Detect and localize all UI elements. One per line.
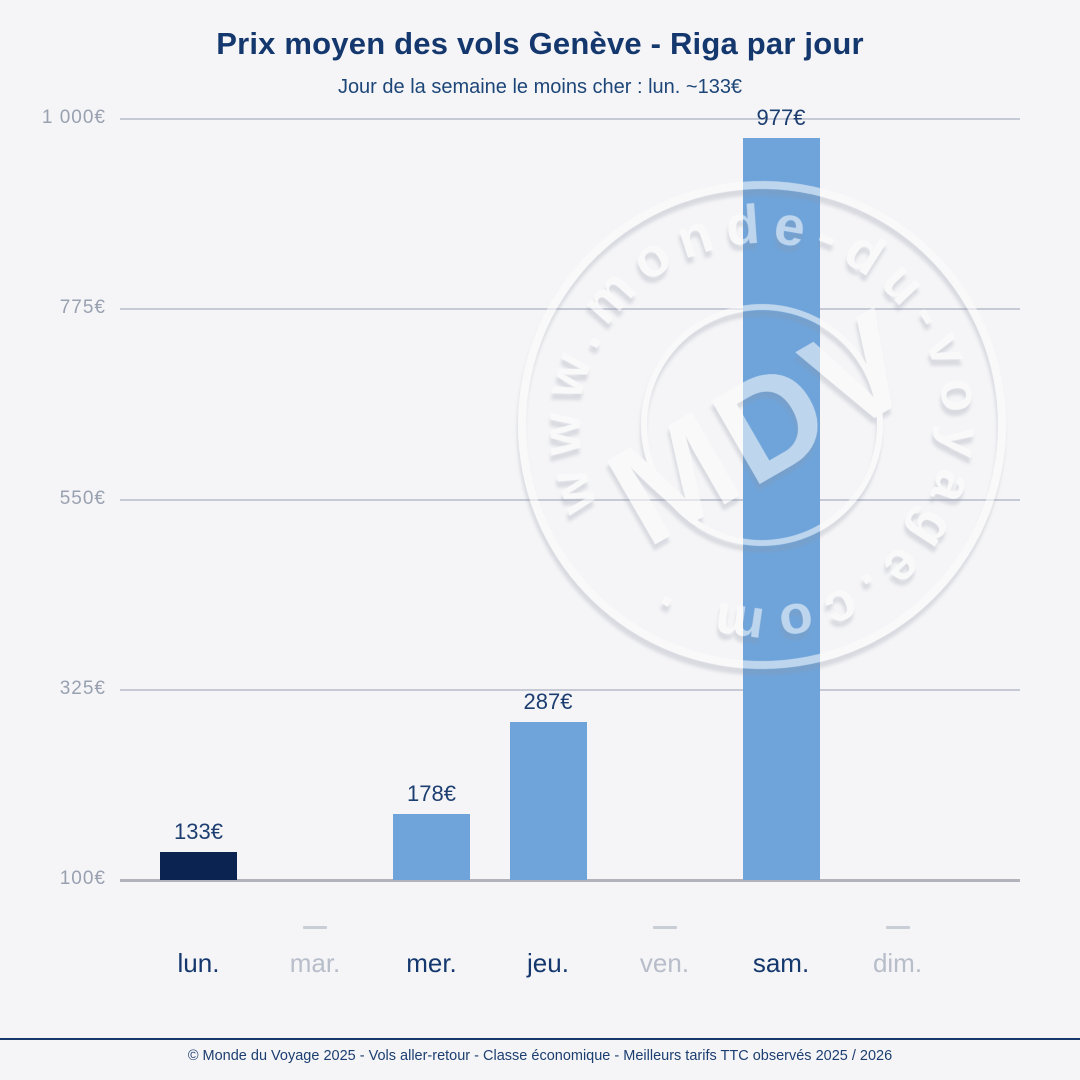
no-data-dash-mar bbox=[303, 926, 327, 929]
footer-credits: © Monde du Voyage 2025 - Vols aller-reto… bbox=[187, 1048, 893, 1064]
no-data-dash-dim bbox=[885, 926, 910, 929]
bar-jeu bbox=[509, 721, 587, 880]
y-axis-tick-label-550: 550€ bbox=[59, 487, 106, 509]
y-axis-tick-label-1000: 1 000€ bbox=[41, 107, 106, 128]
x-axis-label-dim: dim. bbox=[872, 948, 923, 978]
bar-value-label-lun: 133€ bbox=[174, 819, 223, 845]
x-axis-label-mer: mer. bbox=[406, 948, 457, 978]
x-axis-label-sam: sam. bbox=[752, 948, 810, 978]
bar-sam bbox=[742, 138, 820, 880]
bar-lun bbox=[160, 852, 237, 880]
bar-value-label-sam: 977€ bbox=[756, 105, 806, 131]
x-axis-label-ven: ven. bbox=[639, 948, 690, 978]
bar-value-label-jeu: 287€ bbox=[523, 688, 573, 714]
gridline-775 bbox=[120, 308, 1020, 311]
y-axis-tick-label-100: 100€ bbox=[59, 868, 106, 889]
x-axis-label-jeu: jeu. bbox=[527, 948, 569, 978]
chart-subtitle: Jour de la semaine le moins cher : lun. … bbox=[337, 76, 743, 98]
gridline-325 bbox=[120, 688, 1020, 691]
gridline-1000 bbox=[120, 118, 1020, 120]
x-axis-label-mar: mar. bbox=[289, 948, 341, 978]
x-axis-label-lun: lun. bbox=[177, 948, 220, 978]
gridline-550 bbox=[120, 498, 1020, 501]
bar-value-label-mer: 178€ bbox=[407, 781, 456, 807]
no-data-dash-ven bbox=[652, 926, 677, 929]
bar-mer bbox=[393, 814, 470, 880]
chart-title: Prix moyen des vols Genève - Riga par jo… bbox=[216, 26, 864, 61]
footer-divider-line bbox=[0, 1038, 1080, 1040]
x-axis-baseline bbox=[120, 879, 1020, 882]
y-axis-tick-label-775: 775€ bbox=[59, 297, 106, 319]
y-axis-tick-label-325: 325€ bbox=[59, 677, 106, 699]
